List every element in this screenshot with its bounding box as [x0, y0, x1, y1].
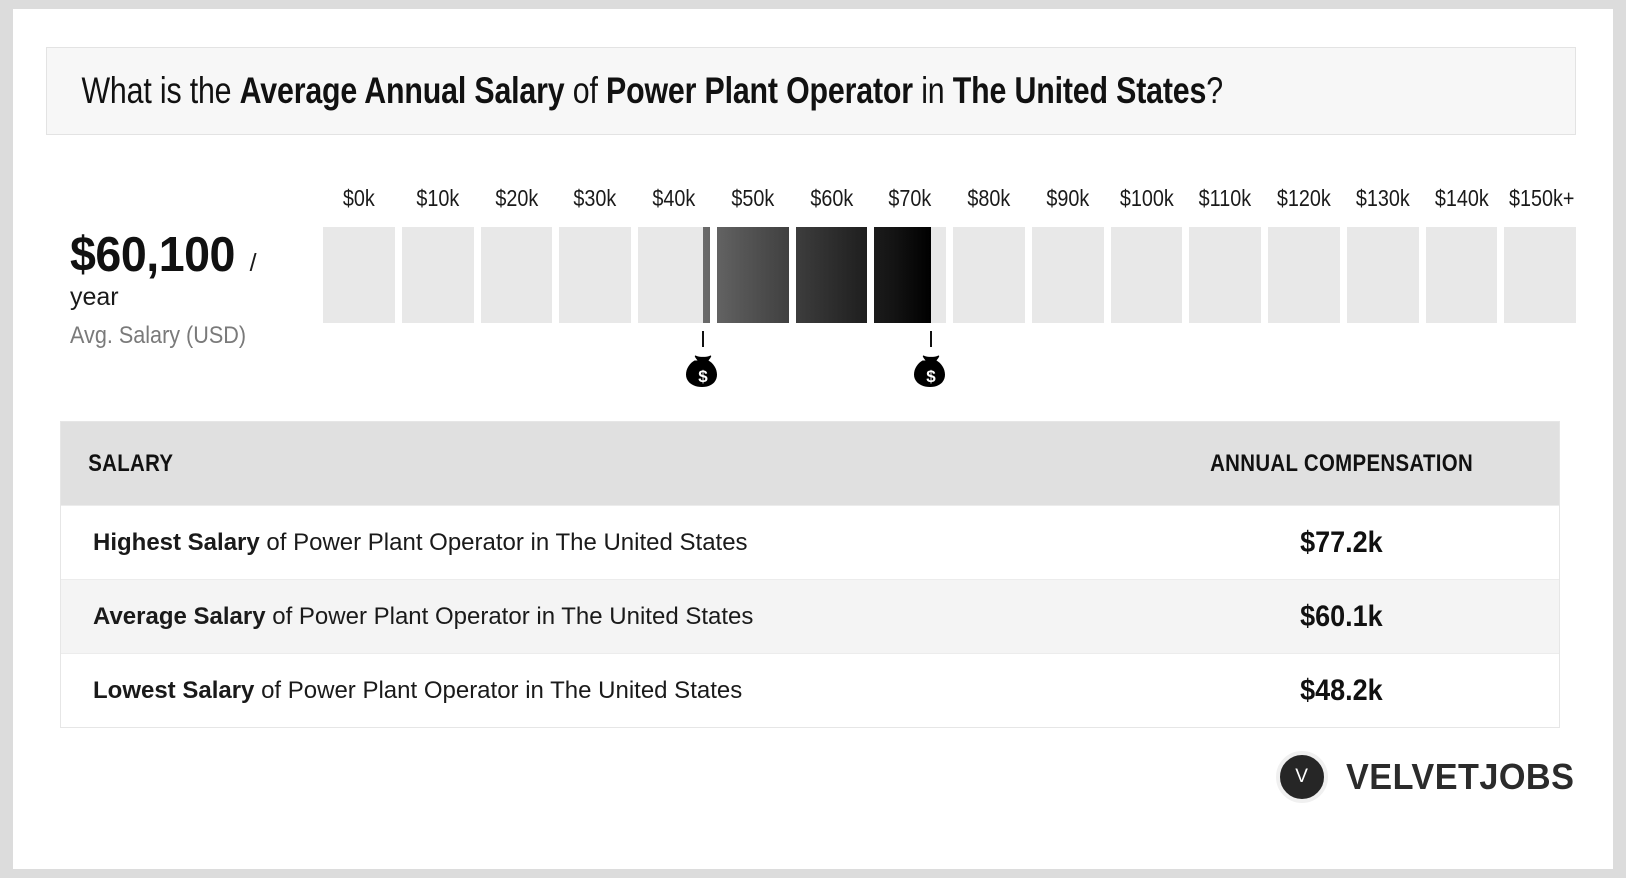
- x-axis-tick-0: $0k: [342, 185, 375, 211]
- title-connector-in: in: [912, 70, 953, 111]
- x-axis-tick-15: $150k+: [1509, 185, 1575, 211]
- track-gap-13: [1339, 227, 1347, 323]
- table-header-row: SALARY ANNUAL COMPENSATION: [61, 422, 1559, 505]
- salary-label-rest: of Power Plant Operator in The United St…: [254, 676, 743, 704]
- track-gap-11: [1182, 227, 1190, 323]
- track-gap-5: [709, 227, 717, 323]
- compensation-value-cell: $48.2k: [1300, 673, 1383, 707]
- money-bag-icon: $: [911, 352, 951, 392]
- salary-label-cell: Lowest Salary of Power Plant Operator in…: [61, 677, 1131, 705]
- x-axis-tick-1: $10k: [416, 185, 460, 211]
- svg-text:$: $: [926, 367, 936, 386]
- track-segment-14: [1425, 227, 1498, 323]
- x-axis-tick-14: $140k: [1434, 185, 1489, 211]
- track-gap-14: [1418, 227, 1426, 323]
- track-gap-2: [473, 227, 481, 323]
- salary-range-fill: [702, 227, 931, 323]
- track-gap-7: [867, 227, 875, 323]
- track-segment-8: [953, 227, 1025, 323]
- marker-tick-line: [929, 331, 932, 347]
- x-axis-tick-3: $30k: [573, 185, 617, 211]
- x-axis-tick-13: $130k: [1355, 185, 1410, 211]
- x-axis-tick-9: $90k: [1046, 185, 1090, 211]
- title-emphasis-location: The United States: [952, 70, 1207, 111]
- table-row: Lowest Salary of Power Plant Operator in…: [61, 653, 1559, 727]
- x-axis-tick-7: $70k: [888, 185, 932, 211]
- question-title-box: What is the Average Annual Salary of Pow…: [46, 47, 1576, 135]
- track-gap-4: [631, 227, 638, 323]
- track-gap-3: [552, 227, 560, 323]
- salary-label-emphasis: Lowest Salary: [93, 676, 255, 704]
- salary-range-track: [323, 227, 1576, 323]
- title-prefix: What is the: [81, 70, 240, 111]
- average-salary-summary: $60,100/ year Avg. Salary (USD): [70, 227, 310, 350]
- track-segment-11: [1189, 227, 1261, 323]
- salary-label-emphasis: Highest Salary: [93, 528, 260, 556]
- title-emphasis-salary: Average Annual Salary: [239, 70, 565, 111]
- track-segment-9: [1031, 227, 1104, 323]
- track-segment-4: [638, 227, 710, 323]
- track-segment-1: [401, 227, 474, 323]
- table-row: Highest Salary of Power Plant Operator i…: [61, 505, 1559, 579]
- track-gap-10: [1103, 227, 1111, 323]
- column-header-salary: SALARY: [88, 449, 174, 477]
- track-segment-3: [559, 227, 631, 323]
- velvetjobs-logo-text: VELVETJOBS: [1345, 756, 1574, 797]
- salary-label-rest: of Power Plant Operator in The United St…: [259, 528, 748, 556]
- marker-tick-line: [701, 331, 704, 347]
- average-salary-amount: $60,100: [70, 228, 235, 282]
- salary-label-cell: Highest Salary of Power Plant Operator i…: [61, 529, 1131, 557]
- average-salary-unit: / year: [70, 249, 257, 311]
- table-row: Average Salary of Power Plant Operator i…: [61, 579, 1559, 653]
- average-salary-caption: Avg. Salary (USD): [70, 322, 247, 349]
- track-gap-8: [946, 227, 953, 323]
- track-gap-15: [1497, 227, 1505, 323]
- track-segment-2: [480, 227, 553, 323]
- svg-text:$: $: [698, 367, 708, 386]
- title-emphasis-job: Power Plant Operator: [605, 70, 913, 111]
- title-connector-of: of: [564, 70, 606, 111]
- track-gap-1: [394, 227, 402, 323]
- track-segment-0: [323, 227, 395, 323]
- x-axis-tick-labels: $0k $10k $20k $30k $40k $50k $60k $70k $80k $90k $…: [323, 185, 1576, 215]
- title-suffix: ?: [1206, 70, 1223, 111]
- x-axis-tick-6: $60k: [809, 185, 853, 211]
- x-axis-tick-12: $120k: [1276, 185, 1331, 211]
- track-segment-12: [1268, 227, 1340, 323]
- x-axis-tick-4: $40k: [652, 185, 696, 211]
- velvetjobs-logo: V VELVETJOBS: [1275, 751, 1580, 803]
- velvetjobs-logo-mark: V: [1275, 751, 1328, 803]
- salary-range-chart: $60,100/ year Avg. Salary (USD) $0k $10k $…: [46, 149, 1576, 409]
- compensation-value-cell: $60.1k: [1300, 599, 1383, 633]
- salary-label-cell: Average Salary of Power Plant Operator i…: [61, 603, 1131, 631]
- track-segment-13: [1346, 227, 1419, 323]
- track-segment-10: [1110, 227, 1183, 323]
- track-gap-9: [1024, 227, 1032, 323]
- page-title: What is the Average Annual Salary of Pow…: [47, 70, 1223, 112]
- x-axis-tick-10: $100k: [1119, 185, 1174, 211]
- x-axis-tick-2: $20k: [494, 185, 538, 211]
- salary-label-rest: of Power Plant Operator in The United St…: [265, 602, 754, 630]
- x-axis-tick-5: $50k: [731, 185, 775, 211]
- salary-table: SALARY ANNUAL COMPENSATION Highest Salar…: [60, 421, 1560, 728]
- track-gap-12: [1261, 227, 1268, 323]
- salary-label-emphasis: Average Salary: [93, 602, 266, 630]
- money-bag-icon: $: [683, 352, 723, 392]
- track-segment-15: [1504, 227, 1576, 323]
- track-gap-6: [788, 227, 796, 323]
- x-axis-tick-8: $80k: [967, 185, 1011, 211]
- column-header-compensation: ANNUAL COMPENSATION: [1210, 449, 1474, 477]
- compensation-value-cell: $77.2k: [1300, 525, 1383, 559]
- x-axis-tick-11: $110k: [1198, 185, 1252, 211]
- infographic-canvas: What is the Average Annual Salary of Pow…: [13, 9, 1613, 869]
